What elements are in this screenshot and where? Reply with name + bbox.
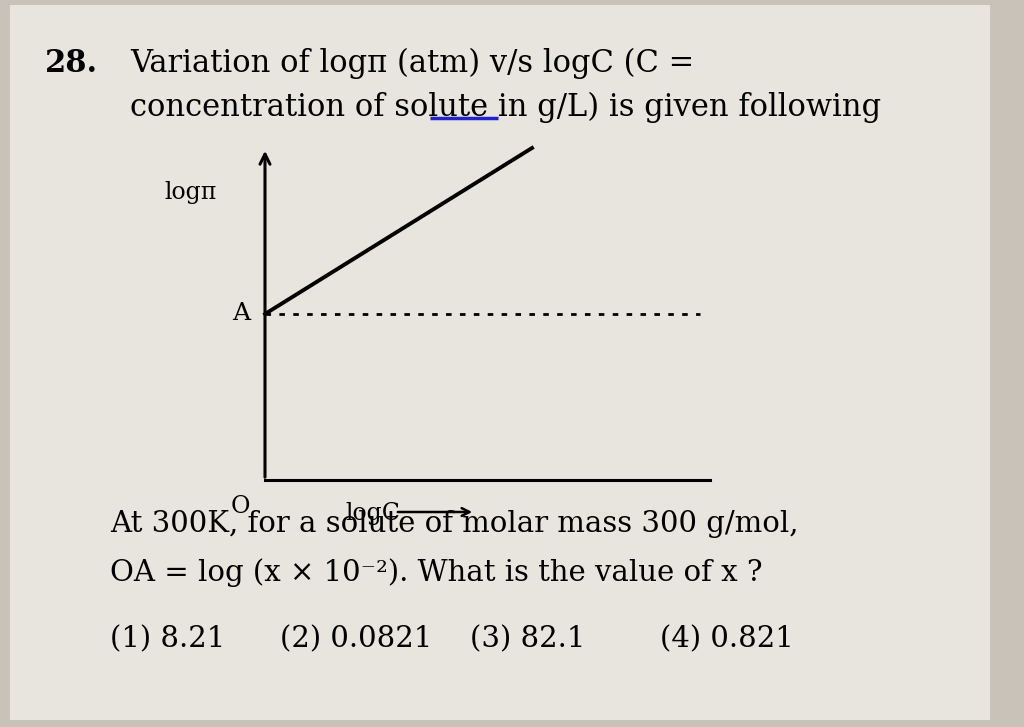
Text: Variation of logπ (atm) v/s logC (C =: Variation of logπ (atm) v/s logC (C = bbox=[130, 48, 694, 79]
Text: At 300K, for a solute of molar mass 300 g/mol,: At 300K, for a solute of molar mass 300 … bbox=[110, 510, 799, 538]
Text: logπ: logπ bbox=[165, 182, 217, 204]
Text: A: A bbox=[231, 302, 250, 326]
Text: concentration of solute in g/L) is given following: concentration of solute in g/L) is given… bbox=[130, 92, 881, 123]
Text: OA = log (x × 10⁻²). What is the value of x ?: OA = log (x × 10⁻²). What is the value o… bbox=[110, 558, 763, 587]
Text: (2) 0.0821: (2) 0.0821 bbox=[280, 625, 432, 653]
Text: (1) 8.21: (1) 8.21 bbox=[110, 625, 225, 653]
Text: (4) 0.821: (4) 0.821 bbox=[660, 625, 794, 653]
FancyBboxPatch shape bbox=[10, 5, 990, 720]
Text: 28.: 28. bbox=[45, 48, 98, 79]
Text: logC: logC bbox=[345, 502, 400, 525]
Text: O: O bbox=[230, 495, 250, 518]
Text: (3) 82.1: (3) 82.1 bbox=[470, 625, 586, 653]
